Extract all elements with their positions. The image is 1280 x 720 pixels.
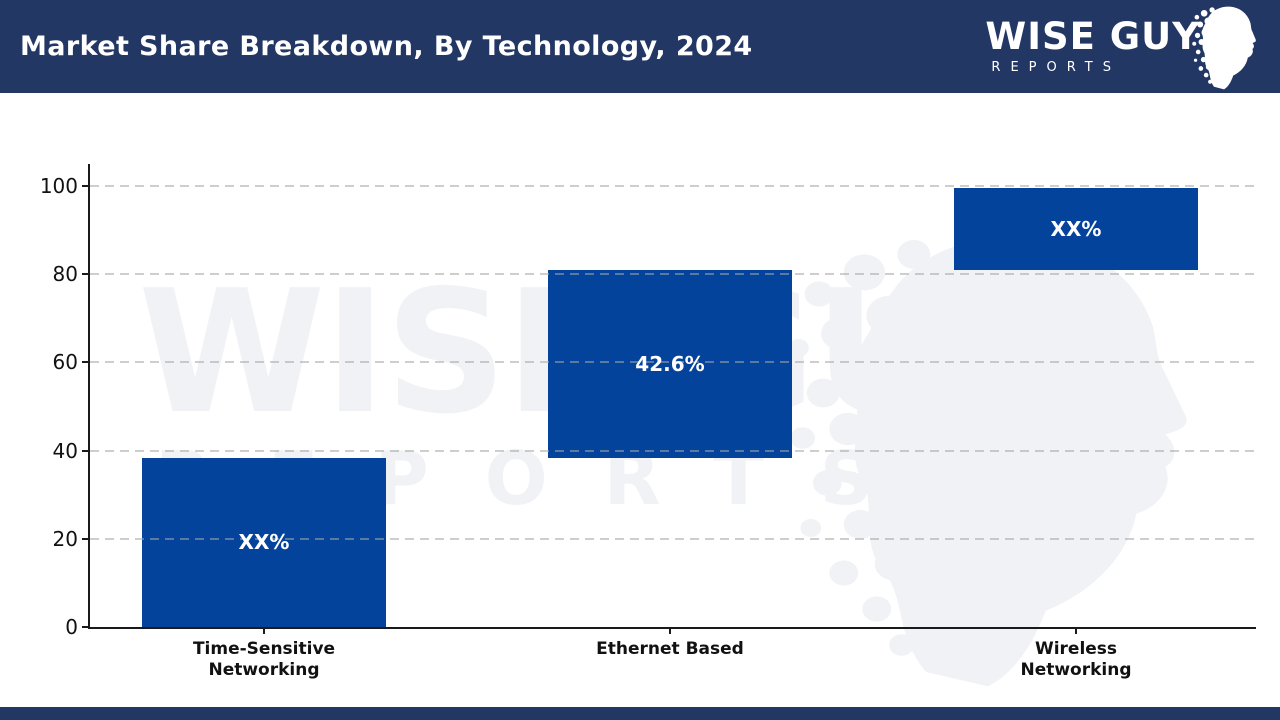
gridline-100 — [90, 185, 1256, 187]
x-category-label-1: Time-Sensitive Networking — [192, 639, 336, 681]
x-category-label-3: Wireless Networking — [1020, 639, 1132, 681]
brand-subtitle: REPORTS — [991, 60, 1122, 75]
bar-value-label-2: 42.6% — [635, 351, 705, 376]
gridline-80 — [90, 273, 1256, 276]
gridline-20 — [90, 537, 1256, 540]
y-tick-label-100: 100 — [39, 174, 78, 198]
y-tick-label-20: 20 — [52, 526, 78, 551]
y-tick-100 — [82, 185, 88, 187]
y-tick-80 — [82, 273, 88, 276]
brand-logo: WISE GUY REPORTS — [985, 4, 1262, 90]
x-tick-2 — [669, 629, 671, 634]
header-bar: Market Share Breakdown, By Technology, 2… — [0, 0, 1280, 93]
y-tick-20 — [82, 537, 88, 540]
y-tick-0 — [82, 626, 88, 628]
y-tick-label-60: 60 — [52, 350, 78, 375]
bar-1 — [142, 457, 386, 627]
gridline-40 — [90, 449, 1256, 452]
footer-bar — [0, 707, 1280, 720]
y-tick-40 — [82, 449, 88, 452]
x-tick-3 — [1075, 629, 1077, 634]
x-category-label-2: Ethernet Based — [596, 639, 744, 659]
y-tick-label-0: 0 — [65, 615, 78, 639]
y-axis-line — [88, 164, 90, 629]
bar-2 — [548, 269, 792, 458]
brand-name: WISE GUY — [985, 15, 1200, 58]
y-tick-60 — [82, 361, 88, 364]
brand-face-icon — [1191, 6, 1256, 89]
y-tick-label-40: 40 — [52, 438, 78, 463]
x-axis-line — [88, 627, 1256, 629]
brand-logo-text: WISE GUY REPORTS — [985, 18, 1200, 75]
bar-value-label-1: XX% — [238, 530, 290, 555]
bar-value-label-3: XX% — [1050, 216, 1102, 241]
gridline-60 — [90, 361, 1256, 364]
y-tick-label-80: 80 — [52, 262, 78, 287]
watermark-face-icon — [788, 236, 1187, 687]
bar-3 — [954, 187, 1198, 270]
x-tick-1 — [263, 629, 265, 634]
page-title: Market Share Breakdown, By Technology, 2… — [20, 31, 753, 62]
